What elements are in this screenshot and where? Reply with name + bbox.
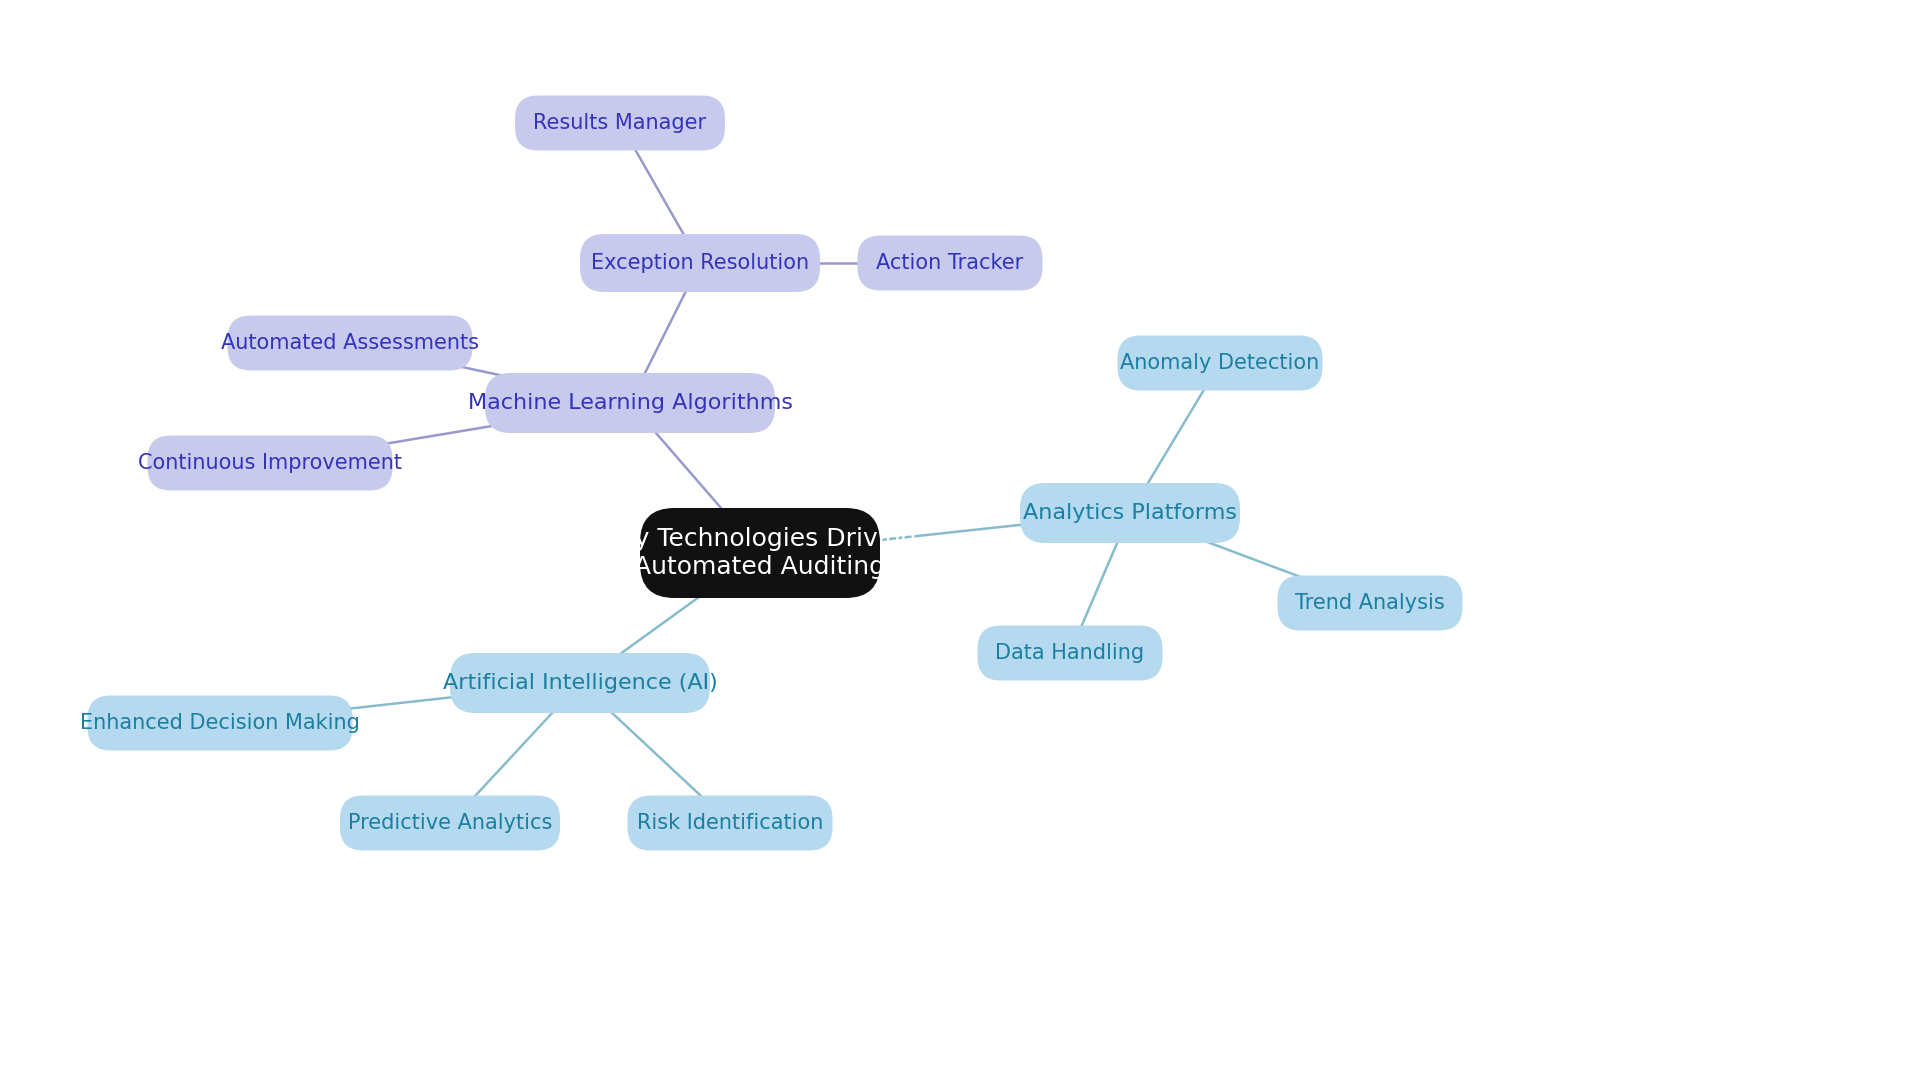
FancyBboxPatch shape — [580, 234, 820, 292]
FancyBboxPatch shape — [148, 435, 392, 491]
FancyBboxPatch shape — [88, 695, 353, 751]
FancyBboxPatch shape — [1020, 483, 1240, 543]
FancyBboxPatch shape — [227, 315, 472, 370]
Text: Trend Analysis: Trend Analysis — [1296, 593, 1446, 613]
Text: Predictive Analytics: Predictive Analytics — [348, 813, 553, 833]
FancyBboxPatch shape — [515, 95, 726, 151]
Text: Key Technologies Driving
Automated Auditing: Key Technologies Driving Automated Audit… — [603, 527, 916, 579]
FancyBboxPatch shape — [1117, 336, 1323, 391]
Text: Exception Resolution: Exception Resolution — [591, 253, 808, 273]
Text: Anomaly Detection: Anomaly Detection — [1121, 353, 1319, 373]
FancyBboxPatch shape — [858, 235, 1043, 290]
FancyBboxPatch shape — [449, 653, 710, 713]
Text: Machine Learning Algorithms: Machine Learning Algorithms — [467, 393, 793, 413]
FancyBboxPatch shape — [977, 626, 1162, 680]
FancyBboxPatch shape — [628, 796, 833, 850]
FancyBboxPatch shape — [1277, 575, 1463, 630]
Text: Data Handling: Data Handling — [995, 643, 1144, 663]
Text: Risk Identification: Risk Identification — [637, 813, 824, 833]
Text: Continuous Improvement: Continuous Improvement — [138, 453, 401, 473]
Text: Analytics Platforms: Analytics Platforms — [1023, 503, 1236, 523]
FancyBboxPatch shape — [340, 796, 561, 850]
Text: Action Tracker: Action Tracker — [876, 253, 1023, 273]
FancyBboxPatch shape — [486, 373, 776, 433]
Text: Artificial Intelligence (AI): Artificial Intelligence (AI) — [444, 673, 718, 693]
Text: Automated Assessments: Automated Assessments — [221, 332, 478, 353]
FancyBboxPatch shape — [639, 508, 879, 598]
Text: Enhanced Decision Making: Enhanced Decision Making — [81, 713, 359, 733]
Text: Results Manager: Results Manager — [534, 113, 707, 133]
